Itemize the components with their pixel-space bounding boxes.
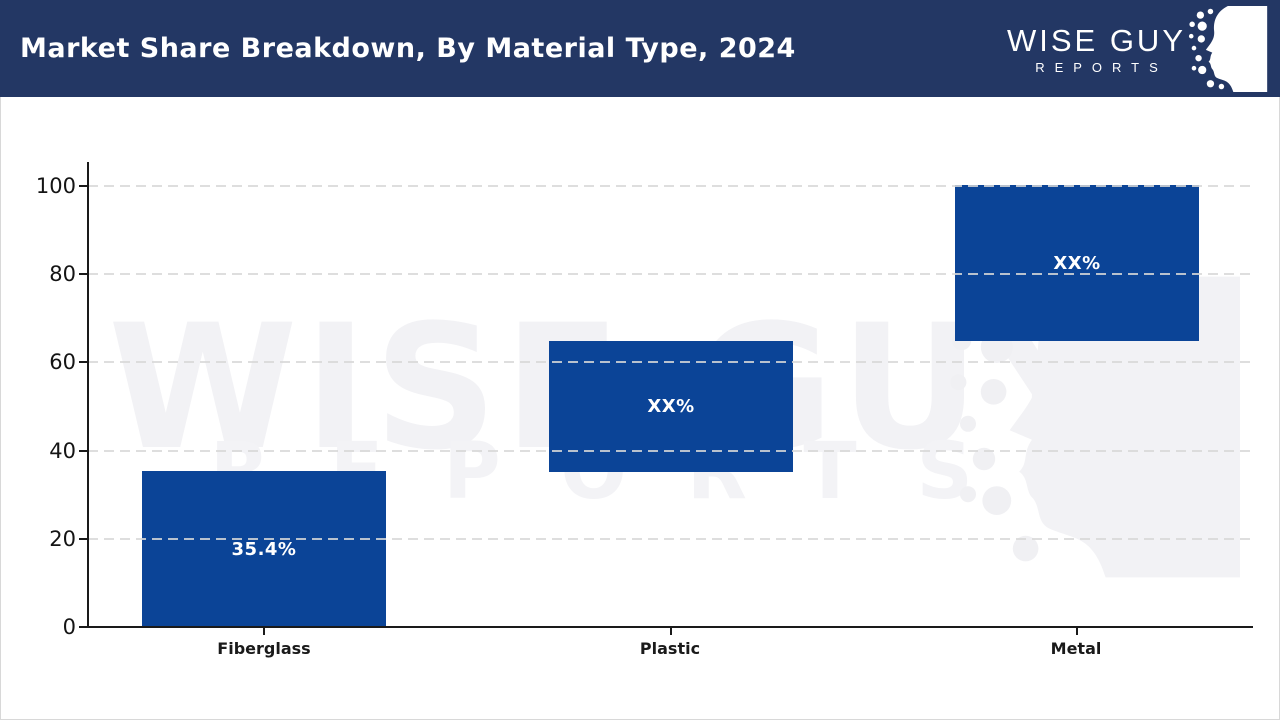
x-tick: [263, 628, 265, 635]
logo-subtitle: REPORTS: [1035, 59, 1168, 75]
bar-label-metal: XX%: [1053, 252, 1101, 274]
y-tick: [79, 273, 87, 275]
gridline-40: [88, 450, 1253, 452]
logo-text: WISE GUY REPORTS: [1006, 22, 1186, 75]
y-tick-label: 100: [35, 174, 76, 198]
y-tick: [79, 626, 87, 628]
bar-metal: XX%: [955, 185, 1199, 341]
page-title: Market Share Breakdown, By Material Type…: [20, 33, 796, 64]
y-tick: [79, 185, 87, 187]
x-category-plastic: Plastic: [639, 639, 701, 658]
gridline-80: [88, 273, 1253, 275]
x-axis-line: [87, 626, 1253, 628]
y-tick-label: 80: [49, 262, 76, 286]
y-tick-label: 20: [49, 527, 76, 551]
logo-wordmark: WISE GUY: [1006, 22, 1186, 58]
y-tick-label: 60: [49, 350, 76, 374]
y-axis-line: [87, 162, 89, 628]
y-tick: [79, 538, 87, 540]
y-tick-label: 0: [62, 615, 76, 639]
gridline-60: [88, 361, 1253, 363]
x-category-metal: Metal: [1050, 639, 1102, 658]
bar-label-plastic: XX%: [647, 396, 695, 417]
header-bar: Market Share Breakdown, By Material Type…: [0, 0, 1280, 97]
bar-label-fiberglass: 35.4%: [231, 538, 297, 560]
x-tick: [670, 628, 672, 635]
x-tick: [1076, 628, 1078, 635]
y-tick-label: 40: [49, 439, 76, 463]
wiseguy-logo: WISE GUY REPORTS: [1007, 6, 1272, 92]
gridline-20: [88, 538, 1253, 540]
bar-fiberglass: 35.4%: [142, 471, 386, 627]
wiseguy-face-icon: [1188, 6, 1268, 92]
y-tick: [79, 361, 87, 363]
gridline-100: [88, 185, 1253, 187]
y-tick: [79, 450, 87, 452]
x-category-fiberglass: Fiberglass: [217, 639, 311, 658]
